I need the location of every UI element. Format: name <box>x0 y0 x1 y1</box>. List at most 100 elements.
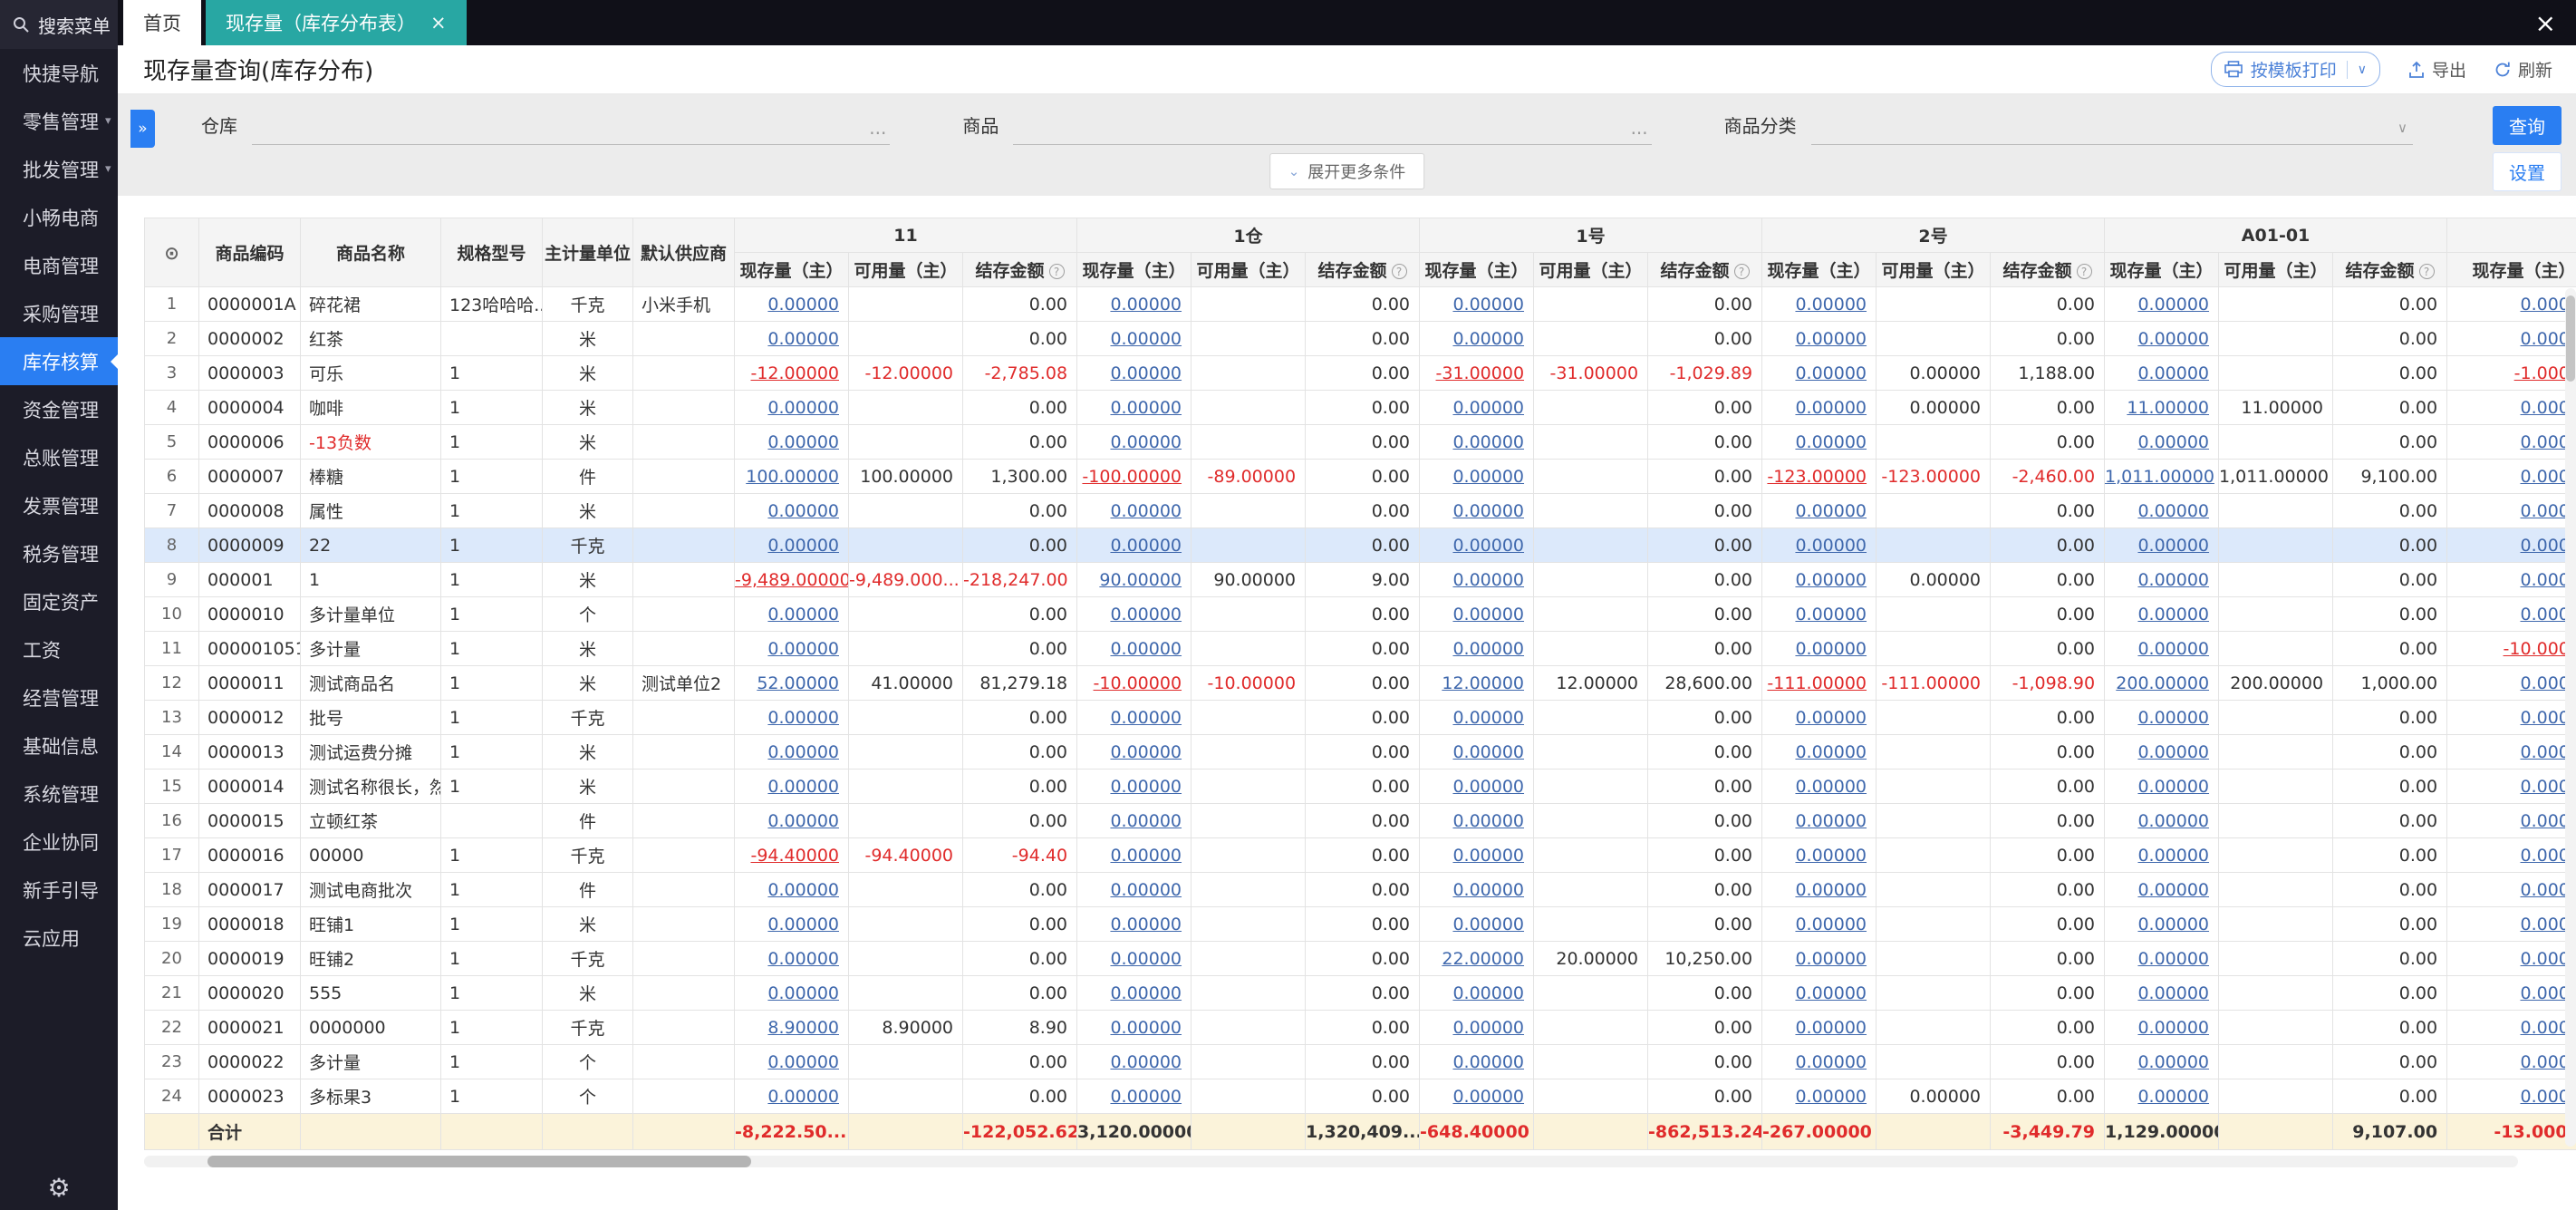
quantity-link[interactable]: 0.00000 <box>1795 328 1867 349</box>
quantity-link[interactable]: 0.00000 <box>2520 466 2576 487</box>
table-row[interactable]: 5 0000006 -13负数 1 米 0.00000 0.00 0.00000 0.00 0.0… <box>144 424 2576 460</box>
quantity-link[interactable]: 0.00000 <box>2137 604 2210 624</box>
table-row[interactable]: 12 0000011 测试商品名 1 米测试单位2 52.00000 41.00000 81,… <box>144 665 2576 701</box>
quantity-link[interactable]: 0.00000 <box>2520 810 2576 831</box>
quantity-link[interactable]: 0.00000 <box>1795 500 1867 521</box>
quantity-link[interactable]: 0.00000 <box>767 948 839 969</box>
quantity-link[interactable]: 0.00000 <box>1110 948 1182 969</box>
quantity-link[interactable]: 90.00000 <box>1099 569 1182 590</box>
quantity-link[interactable]: 0.00000 <box>2520 776 2576 797</box>
quantity-link[interactable]: 0.00000 <box>1452 1051 1525 1072</box>
quantity-link[interactable]: 0.00000 <box>1795 1017 1867 1038</box>
quantity-link[interactable]: -9,489.00000 <box>735 569 849 590</box>
quantity-link[interactable]: 0.00000 <box>2520 1086 2576 1107</box>
quantity-link[interactable]: 0.00000 <box>1795 294 1867 315</box>
quantity-link[interactable]: 0.00000 <box>2137 707 2210 728</box>
sidebar-item-ecommerce[interactable]: 电商管理 <box>0 241 118 289</box>
quantity-link[interactable]: 0.00000 <box>2520 431 2576 452</box>
sidebar-item-xiaochang-ecommerce[interactable]: 小畅电商 <box>0 193 118 241</box>
quantity-link[interactable]: 0.00000 <box>2137 500 2210 521</box>
quantity-link[interactable]: 0.00000 <box>2520 535 2576 556</box>
quantity-link[interactable]: 0.00000 <box>2137 776 2210 797</box>
table-row[interactable]: 22 0000021 0000000 1 千克 8.90000 8.90000 8.90 0.0… <box>144 1010 2576 1045</box>
quantity-link[interactable]: 8.90000 <box>767 1017 839 1038</box>
quantity-link[interactable]: 0.00000 <box>1110 914 1182 934</box>
quantity-link[interactable]: 0.00000 <box>2520 500 2576 521</box>
quantity-link[interactable]: 0.00000 <box>2137 741 2210 762</box>
quantity-link[interactable]: 0.00000 <box>2137 1051 2210 1072</box>
quantity-link[interactable]: 0.00000 <box>1110 707 1182 728</box>
help-icon[interactable]: ? <box>1391 264 1407 279</box>
quantity-link[interactable]: 0.00000 <box>1795 1051 1867 1072</box>
quantity-link[interactable]: 0.00000 <box>1110 845 1182 866</box>
quantity-link[interactable]: 0.00000 <box>2137 431 2210 452</box>
quantity-link[interactable]: 0.00000 <box>2137 983 2210 1003</box>
quantity-link[interactable]: 0.00000 <box>1110 500 1182 521</box>
quantity-link[interactable]: 12.00000 <box>1442 673 1525 693</box>
quantity-link[interactable]: 0.00000 <box>1110 776 1182 797</box>
table-row[interactable]: 10 0000010 多计量单位 1 个 0.00000 0.00 0.00000 0.00 0.… <box>144 596 2576 632</box>
quantity-link[interactable]: 0.00000 <box>1452 638 1525 659</box>
quantity-link[interactable]: 0.00000 <box>1110 810 1182 831</box>
table-row[interactable]: 19 0000018 旺铺1 1 米 0.00000 0.00 0.00000 0.00 0.00… <box>144 906 2576 942</box>
search-button[interactable]: 查询 <box>2493 106 2562 145</box>
quantity-link[interactable]: 0.00000 <box>2137 1017 2210 1038</box>
quantity-link[interactable]: 0.00000 <box>2520 294 2576 315</box>
sidebar-item-wholesale[interactable]: 批发管理 ▾ <box>0 145 118 193</box>
quantity-link[interactable]: 0.00000 <box>767 397 839 418</box>
quantity-link[interactable]: 0.00000 <box>2137 1086 2210 1107</box>
sidebar-item-search-menu[interactable]: 搜索菜单 <box>0 0 118 49</box>
quantity-link[interactable]: 0.00000 <box>1452 328 1525 349</box>
quantity-link[interactable]: 0.00000 <box>1795 604 1867 624</box>
quantity-link[interactable]: 0.00000 <box>767 914 839 934</box>
quantity-link[interactable]: 0.00000 <box>1452 914 1525 934</box>
quantity-link[interactable]: 0.00000 <box>767 328 839 349</box>
table-row[interactable]: 3 0000003 可乐 1 米 -12.00000 -12.00000 -2,785.08 0… <box>144 355 2576 391</box>
table-row[interactable]: 2 0000002 红茶 米 0.00000 0.00 0.00000 0.00 0.00000… <box>144 321 2576 356</box>
quantity-link[interactable]: 0.00000 <box>1795 363 1867 383</box>
quantity-link[interactable]: 0.00000 <box>1452 604 1525 624</box>
quantity-link[interactable]: 0.00000 <box>1795 535 1867 556</box>
sidebar-item-general-ledger[interactable]: 总账管理 <box>0 433 118 481</box>
quantity-link[interactable]: -123.00000 <box>1767 466 1867 487</box>
tab-inventory-distribution[interactable]: 现存量（库存分布表） × <box>206 0 467 45</box>
sidebar-item-quick-nav[interactable]: 快捷导航 <box>0 49 118 97</box>
quantity-link[interactable]: -10.00000 <box>1093 673 1182 693</box>
quantity-link[interactable]: 0.00000 <box>2520 673 2576 693</box>
quantity-link[interactable]: 0.00000 <box>767 535 839 556</box>
quantity-link[interactable]: 0.00000 <box>2520 879 2576 900</box>
sidebar-item-base-info[interactable]: 基础信息 <box>0 721 118 770</box>
help-icon[interactable]: ? <box>2076 264 2092 279</box>
quantity-link[interactable]: 200.00000 <box>2116 673 2210 693</box>
quantity-link[interactable]: 0.00000 <box>767 1086 839 1107</box>
quantity-link[interactable]: 0.00000 <box>1795 948 1867 969</box>
quantity-link[interactable]: 0.00000 <box>2137 914 2210 934</box>
quantity-link[interactable]: 100.00000 <box>746 466 839 487</box>
quantity-link[interactable]: 0.00000 <box>1452 397 1525 418</box>
quantity-link[interactable]: 0.00000 <box>1795 1086 1867 1107</box>
table-row[interactable]: 13 0000012 批号 1 千克 0.00000 0.00 0.00000 0.00 0.00… <box>144 700 2576 735</box>
quantity-link[interactable]: 0.00000 <box>2137 948 2210 969</box>
quantity-link[interactable]: 0.00000 <box>1795 638 1867 659</box>
quantity-link[interactable]: 0.00000 <box>1452 294 1525 315</box>
quantity-link[interactable]: 0.00000 <box>1110 741 1182 762</box>
warehouse-input[interactable] <box>252 112 866 142</box>
quantity-link[interactable]: 0.00000 <box>1110 1017 1182 1038</box>
quantity-link[interactable]: 0.00000 <box>1795 397 1867 418</box>
horizontal-scrollbar[interactable] <box>207 1156 751 1167</box>
window-close-icon[interactable]: × <box>2534 7 2556 38</box>
tab-close-icon[interactable]: × <box>430 12 447 34</box>
column-settings-icon[interactable]: ⊙ <box>164 241 179 264</box>
help-icon[interactable]: ? <box>2418 264 2435 279</box>
quantity-link[interactable]: 0.00000 <box>1452 466 1525 487</box>
help-icon[interactable]: ? <box>1733 264 1750 279</box>
quantity-link[interactable]: 0.00000 <box>2137 638 2210 659</box>
table-row[interactable]: 23 0000022 多计量 1 个 0.00000 0.00 0.00000 0.00 0.00… <box>144 1044 2576 1079</box>
quantity-link[interactable]: 0.00000 <box>2137 810 2210 831</box>
sidebar-item-invoice[interactable]: 发票管理 <box>0 481 118 529</box>
quantity-link[interactable]: -111.00000 <box>1767 673 1867 693</box>
quantity-link[interactable]: 0.00000 <box>767 741 839 762</box>
sidebar-item-tax[interactable]: 税务管理 <box>0 529 118 577</box>
quantity-link[interactable]: 0.00000 <box>1452 1017 1525 1038</box>
quantity-link[interactable]: 0.00000 <box>2137 328 2210 349</box>
